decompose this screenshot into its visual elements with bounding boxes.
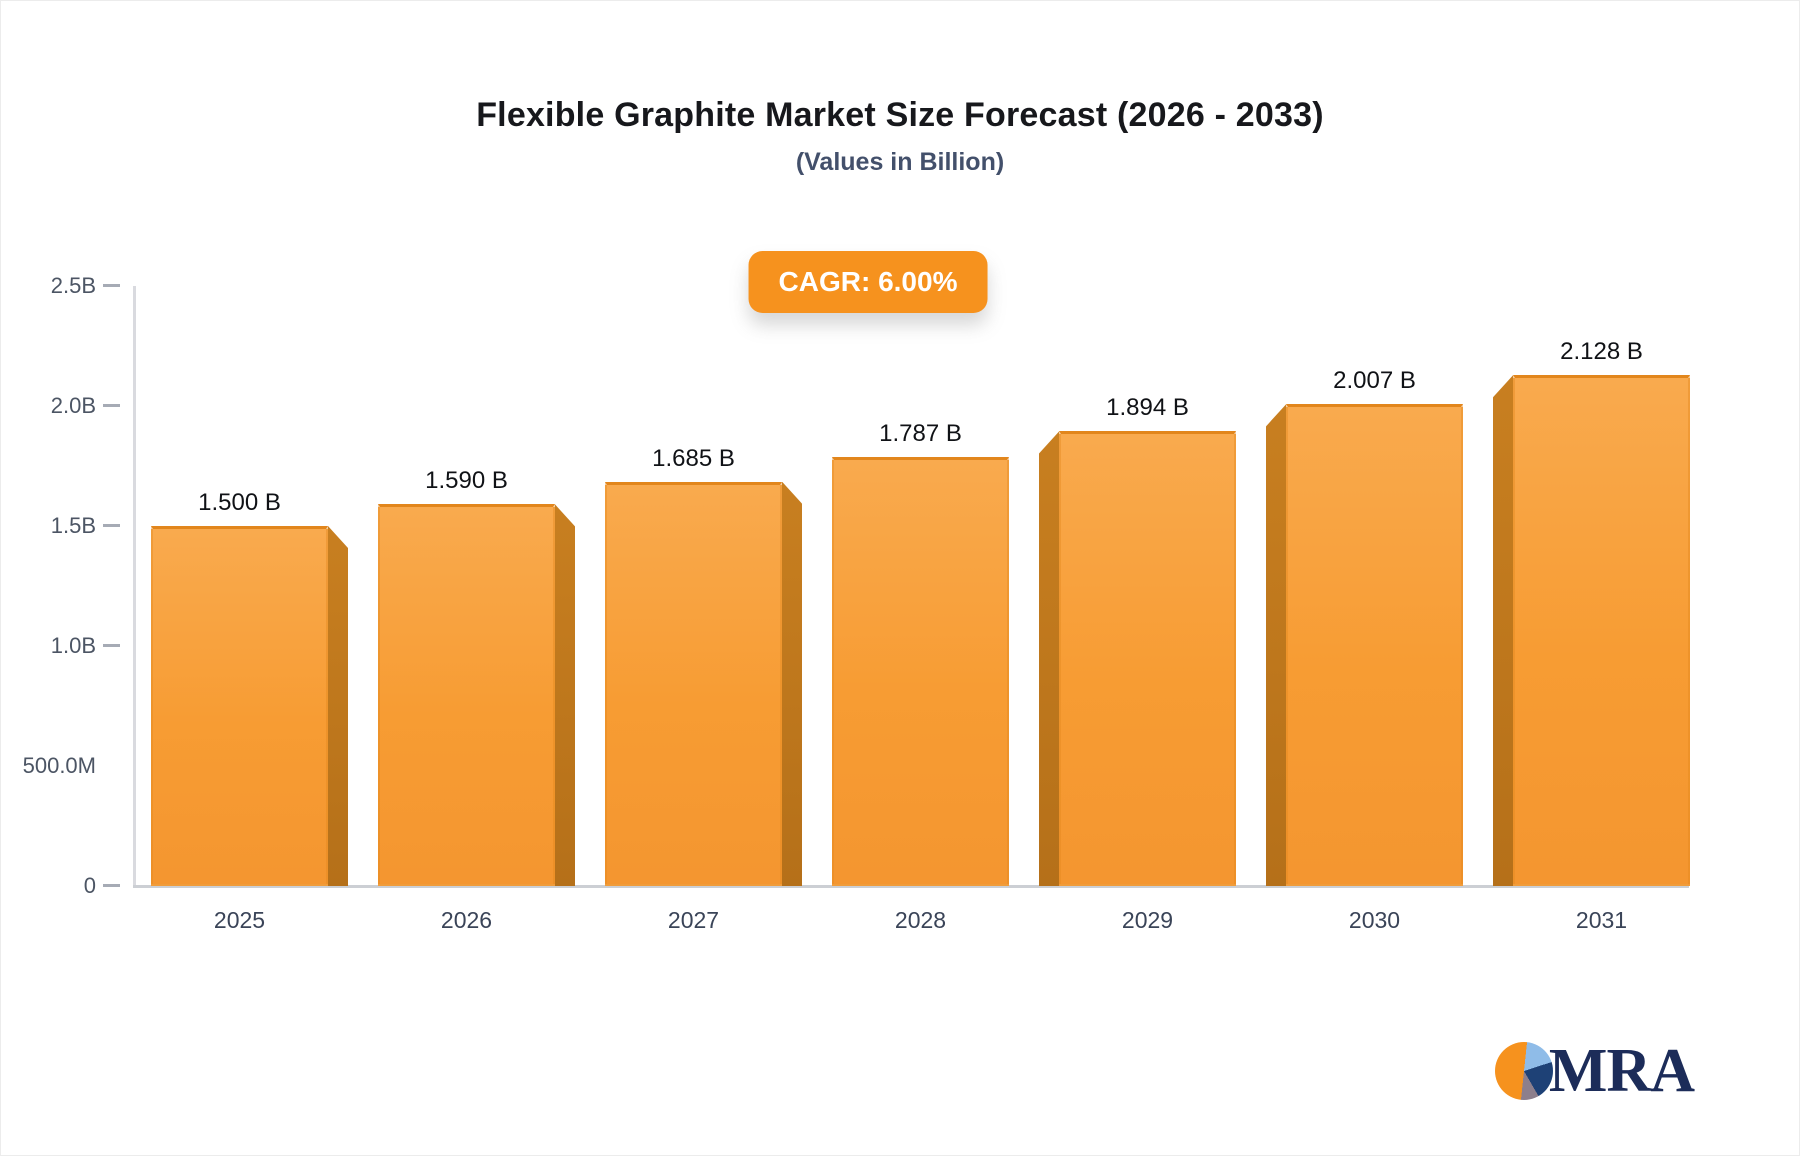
- bars-container: 1.500 B 2025 1.590 B 2026 1.685 B 2027 1.787 B…: [151, 286, 1690, 933]
- y-tick-mark: [103, 524, 120, 527]
- x-axis-category-label: 2027: [667, 907, 720, 933]
- chart-title: Flexible Graphite Market Size Forecast (…: [476, 96, 1324, 134]
- bar-value-label: 1.685 B: [652, 444, 735, 472]
- bar-3d-side-face: [1266, 404, 1286, 886]
- bar-value-label: 1.894 B: [1106, 394, 1189, 422]
- bar-3d-side-face: [1493, 375, 1513, 886]
- y-tick-label: 0: [83, 873, 96, 898]
- cagr-badge: CAGR: 6.00%: [748, 251, 988, 313]
- bar-group-2027: 1.685 B 2027: [605, 445, 802, 933]
- bar-group-2031: 2.128 B 2031: [1493, 338, 1690, 933]
- bar-group-2029: 1.894 B 2029: [1039, 394, 1236, 933]
- bar-group-2030: 2.007 B 2030: [1266, 367, 1463, 933]
- bar-value-label: 1.500 B: [198, 489, 281, 516]
- y-tick-label: 2.5B: [50, 273, 96, 298]
- x-axis-category-label: 2031: [1575, 907, 1628, 933]
- bar-3d-side-face: [328, 526, 348, 886]
- x-axis-category-label: 2025: [213, 907, 266, 933]
- chart-subtitle: (Values in Billion): [795, 148, 1005, 176]
- bar-front-face: [378, 504, 555, 886]
- bar-front-face: [832, 457, 1009, 886]
- y-tick-label: 2.0B: [50, 393, 96, 418]
- y-axis-line: [133, 286, 136, 886]
- bar-value-label: 1.590 B: [425, 467, 508, 495]
- x-axis-category-label: 2030: [1348, 907, 1401, 933]
- y-tick-mark: [103, 404, 120, 407]
- x-axis-category-label: 2029: [1121, 907, 1174, 933]
- y-tick-label: 1.0B: [50, 633, 96, 658]
- bar-group-2028: 1.787 B 2028: [832, 420, 1009, 933]
- y-tick-mark: [103, 644, 120, 647]
- bar-front-face: [1513, 375, 1690, 886]
- bar-front-face: [1286, 404, 1463, 886]
- bar-front-face: [605, 481, 782, 886]
- bar-front-face: [151, 526, 328, 886]
- bar-value-label: 2.007 B: [1333, 367, 1416, 395]
- x-axis-baseline: [133, 885, 1689, 888]
- bar-group-2025: 1.500 B 2025: [151, 489, 348, 933]
- bar-3d-side-face: [1039, 431, 1059, 886]
- y-tick-mark: [103, 884, 120, 887]
- bar-value-label: 2.128 B: [1560, 338, 1643, 366]
- bar-group-2026: 1.590 B 2026: [378, 467, 575, 933]
- y-tick-label: 1.5B: [50, 513, 96, 538]
- bar-front-face: [1059, 431, 1236, 886]
- mra-logo: MRA: [1494, 1037, 1695, 1105]
- x-axis-category-label: 2026: [440, 907, 493, 933]
- x-axis-category-label: 2028: [894, 907, 947, 933]
- logo-text: MRA: [1548, 1037, 1695, 1105]
- bar-chart-plot-area: 0 500.0M 1.0B 1.5B 2.0B 2.5B 1.500 B 2025 1.590…: [23, 273, 1744, 933]
- y-tick-label: 500.0M: [22, 753, 96, 778]
- bar-value-label: 1.787 B: [879, 420, 962, 448]
- y-tick-mark: [103, 284, 120, 287]
- bar-3d-side-face: [555, 504, 575, 886]
- pie-chart-icon: [1494, 1042, 1553, 1100]
- bar-3d-side-face: [782, 481, 802, 886]
